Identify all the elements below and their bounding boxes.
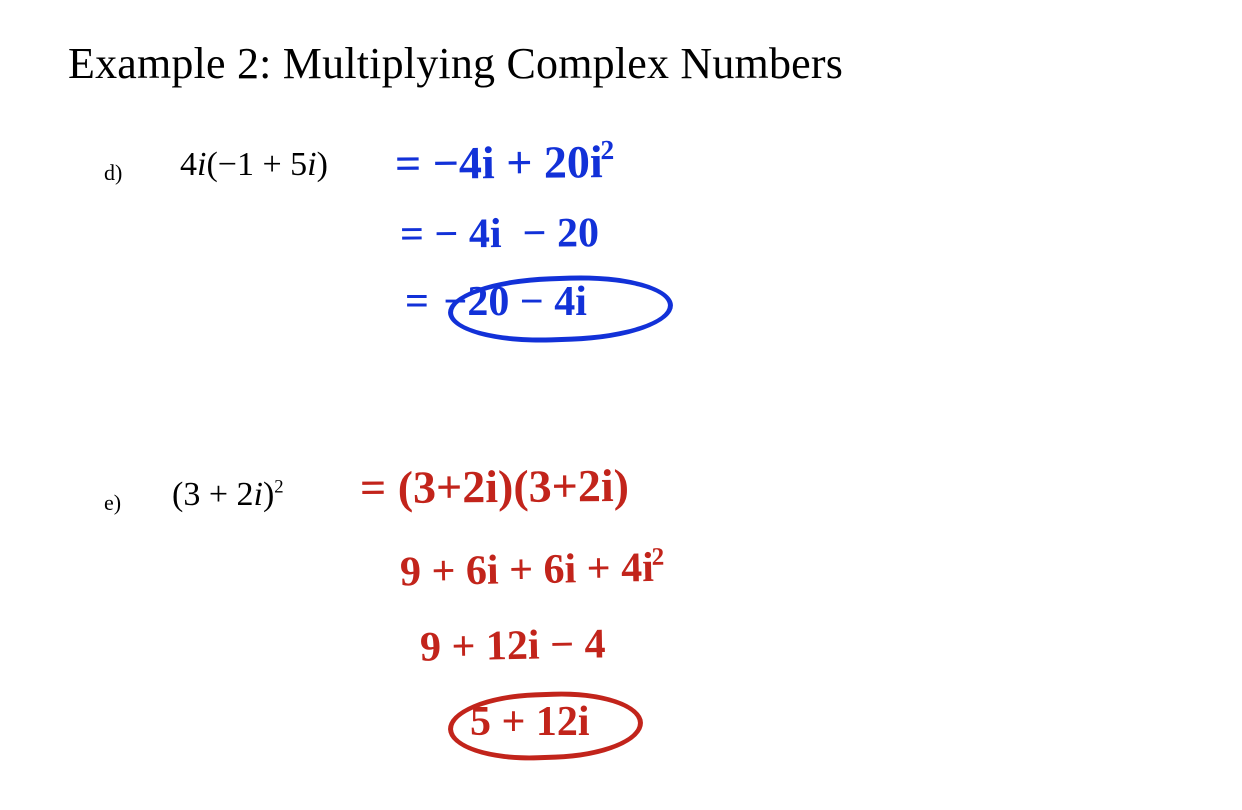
part-e-step1: = (3+2i)(3+2i) [360,459,629,514]
part-e-label: e) [104,490,121,516]
part-d-step2: = − 4i − 20 [400,209,599,259]
part-d-label: d) [104,160,122,186]
part-d-expression: 4i(−1 + 5i) [180,146,328,184]
part-d-step1: = −4i + 20i2 [395,135,617,190]
page-title: Example 2: Multiplying Complex Numbers [68,38,843,89]
part-e-expression: (3 + 2i)2 [172,476,284,514]
part-e-step3: 9 + 12i − 4 [420,620,606,671]
worksheet-page: Example 2: Multiplying Complex Numbers d… [0,0,1242,810]
part-e-step2: 9 + 6i + 6i + 4i2 [400,544,667,597]
